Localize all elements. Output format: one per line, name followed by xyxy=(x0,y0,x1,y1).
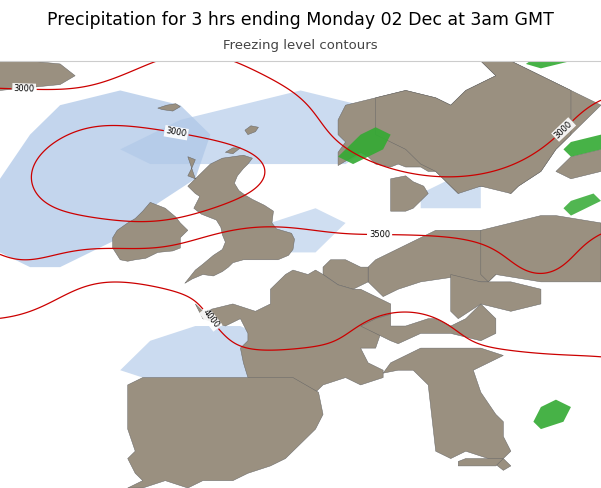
Polygon shape xyxy=(270,208,346,252)
Polygon shape xyxy=(323,260,368,289)
Polygon shape xyxy=(534,400,571,429)
Polygon shape xyxy=(195,270,391,392)
Polygon shape xyxy=(421,179,481,208)
Text: Precipitation for 3 hrs ending Monday 02 Dec at 3am GMT: Precipitation for 3 hrs ending Monday 02… xyxy=(47,11,554,28)
Text: 3000: 3000 xyxy=(165,126,188,139)
Polygon shape xyxy=(245,126,258,135)
Polygon shape xyxy=(391,176,428,211)
Polygon shape xyxy=(157,104,180,111)
Text: 3000: 3000 xyxy=(13,84,35,94)
Polygon shape xyxy=(112,203,188,261)
Polygon shape xyxy=(451,274,541,319)
Polygon shape xyxy=(556,142,601,179)
Polygon shape xyxy=(564,194,601,216)
Polygon shape xyxy=(120,326,270,385)
Polygon shape xyxy=(120,90,391,164)
Polygon shape xyxy=(481,216,601,282)
Polygon shape xyxy=(376,54,571,194)
Polygon shape xyxy=(368,230,496,297)
Polygon shape xyxy=(564,135,601,157)
Polygon shape xyxy=(383,348,511,470)
Polygon shape xyxy=(458,459,504,466)
Polygon shape xyxy=(185,155,294,284)
Text: 4000: 4000 xyxy=(201,308,221,330)
Polygon shape xyxy=(127,378,323,488)
Polygon shape xyxy=(225,148,240,154)
Polygon shape xyxy=(0,90,210,267)
Polygon shape xyxy=(338,54,601,194)
Polygon shape xyxy=(526,46,601,68)
Text: Freezing level contours: Freezing level contours xyxy=(223,39,378,52)
Text: 3500: 3500 xyxy=(369,230,390,239)
Polygon shape xyxy=(361,304,496,344)
Text: 3000: 3000 xyxy=(553,119,575,140)
Polygon shape xyxy=(338,127,391,164)
Polygon shape xyxy=(0,54,75,90)
